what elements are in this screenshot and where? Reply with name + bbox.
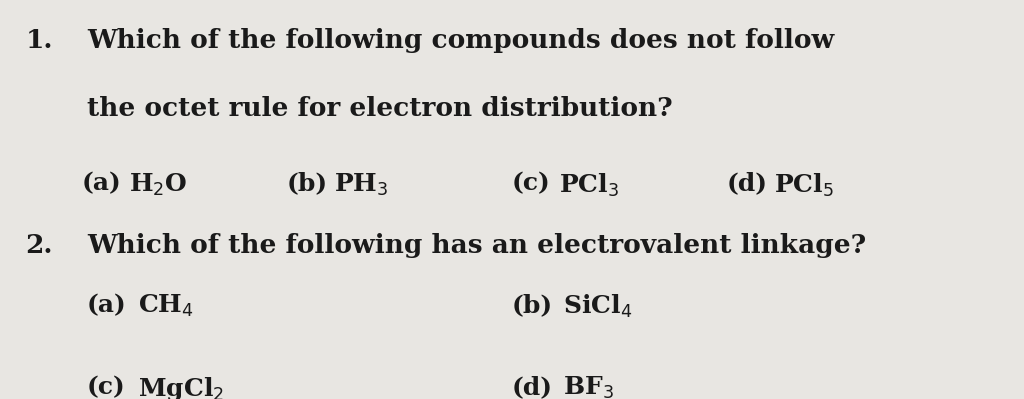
Text: PCl$_3$: PCl$_3$	[559, 172, 620, 199]
Text: PH$_3$: PH$_3$	[334, 172, 388, 198]
Text: 2.: 2.	[26, 233, 53, 259]
Text: (c): (c)	[512, 172, 551, 196]
Text: PCl$_5$: PCl$_5$	[774, 172, 835, 199]
Text: (b): (b)	[512, 293, 553, 317]
Text: the octet rule for electron distribution?: the octet rule for electron distribution…	[87, 96, 673, 121]
Text: MgCl$_2$: MgCl$_2$	[138, 375, 224, 399]
Text: (c): (c)	[87, 375, 126, 399]
Text: (a): (a)	[87, 293, 127, 317]
Text: 1.: 1.	[26, 28, 53, 53]
Text: Which of the following has an electrovalent linkage?: Which of the following has an electroval…	[87, 233, 866, 259]
Text: (d): (d)	[727, 172, 768, 196]
Text: (a): (a)	[82, 172, 122, 196]
Text: BF$_3$: BF$_3$	[563, 375, 614, 399]
Text: H$_2$O: H$_2$O	[129, 172, 187, 198]
Text: SiCl$_4$: SiCl$_4$	[563, 293, 633, 320]
Text: Which of the following compounds does not follow: Which of the following compounds does no…	[87, 28, 835, 53]
Text: CH$_4$: CH$_4$	[138, 293, 195, 320]
Text: (b): (b)	[287, 172, 328, 196]
Text: (d): (d)	[512, 375, 553, 399]
